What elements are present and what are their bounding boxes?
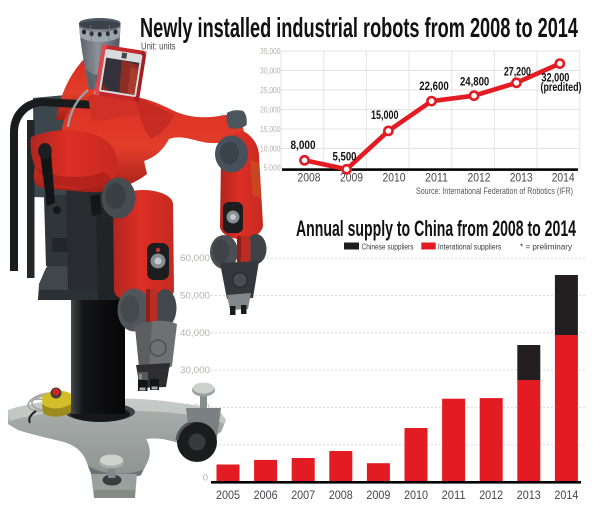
svg-text:2010: 2010 bbox=[404, 488, 428, 502]
svg-text:2009: 2009 bbox=[340, 173, 363, 185]
svg-text:22,600: 22,600 bbox=[419, 79, 449, 93]
svg-text:2010: 2010 bbox=[383, 173, 406, 185]
svg-text:20,000: 20,000 bbox=[260, 105, 281, 114]
svg-text:2013: 2013 bbox=[510, 173, 533, 185]
svg-text:0: 0 bbox=[203, 472, 208, 483]
svg-text:15,000: 15,000 bbox=[260, 125, 281, 134]
svg-text:2008: 2008 bbox=[298, 173, 321, 185]
svg-text:32,000: 32,000 bbox=[541, 71, 569, 85]
svg-text:2011: 2011 bbox=[442, 488, 466, 502]
svg-text:Newly installed industrial rob: Newly installed industrial robots from 2… bbox=[140, 12, 578, 43]
svg-text:Chinese suppliers: Chinese suppliers bbox=[362, 242, 414, 251]
svg-text:2014: 2014 bbox=[552, 173, 576, 185]
svg-text:2013: 2013 bbox=[517, 488, 541, 502]
svg-text:5,500: 5,500 bbox=[333, 149, 357, 163]
svg-text:25,000: 25,000 bbox=[260, 86, 281, 95]
svg-text:50,000: 50,000 bbox=[180, 291, 210, 302]
svg-text:Annual supply to China from 20: Annual supply to China from 2008 to 2014 bbox=[296, 216, 576, 241]
svg-text:2006: 2006 bbox=[254, 488, 278, 502]
svg-text:2014: 2014 bbox=[554, 488, 578, 502]
svg-text:10,000: 10,000 bbox=[260, 144, 281, 153]
svg-text:5,000: 5,000 bbox=[264, 164, 281, 173]
svg-text:(predited): (predited) bbox=[541, 80, 582, 94]
svg-text:15,000: 15,000 bbox=[371, 108, 399, 122]
svg-text:* = preliminary: * = preliminary bbox=[520, 241, 573, 251]
svg-text:30,000: 30,000 bbox=[180, 365, 210, 376]
svg-text:Source: International Federati: Source: International Federation of Robo… bbox=[416, 186, 573, 196]
svg-text:2011: 2011 bbox=[425, 173, 448, 185]
svg-text:24,800: 24,800 bbox=[460, 75, 490, 89]
svg-text:2007: 2007 bbox=[291, 488, 315, 502]
svg-text:2005: 2005 bbox=[216, 488, 240, 502]
svg-text:35,000: 35,000 bbox=[260, 47, 281, 56]
svg-text:40,000: 40,000 bbox=[180, 328, 210, 339]
svg-text:Unit: units: Unit: units bbox=[141, 42, 176, 53]
svg-text:30,000: 30,000 bbox=[260, 66, 281, 75]
svg-text:2009: 2009 bbox=[366, 488, 390, 502]
svg-text:27,200: 27,200 bbox=[504, 65, 531, 79]
svg-text:2008: 2008 bbox=[329, 488, 353, 502]
svg-text:Interational suppliers: Interational suppliers bbox=[438, 242, 501, 251]
svg-text:2012: 2012 bbox=[479, 488, 503, 502]
svg-text:60,000: 60,000 bbox=[180, 253, 210, 264]
svg-text:2012: 2012 bbox=[468, 173, 491, 185]
svg-text:8,000: 8,000 bbox=[291, 138, 316, 152]
